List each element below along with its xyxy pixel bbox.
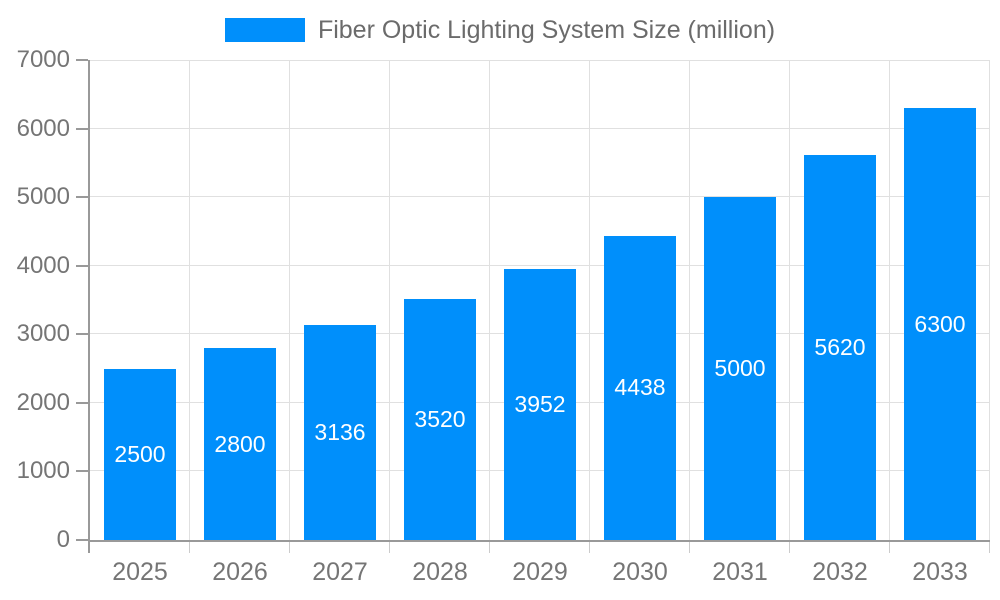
- x-axis-tickmark: [389, 542, 390, 553]
- gridline-vertical: [489, 60, 490, 540]
- gridline-horizontal: [90, 196, 990, 198]
- y-axis-tick-label: 2000: [16, 388, 70, 416]
- bar[interactable]: 3952: [504, 269, 576, 540]
- gridline-horizontal: [90, 264, 990, 266]
- x-axis-tickmark: [88, 542, 90, 553]
- x-axis-category-label: 2032: [812, 558, 868, 586]
- y-axis-tickmark: [76, 470, 88, 473]
- bar-value-label: 2500: [114, 440, 166, 467]
- legend[interactable]: Fiber Optic Lighting System Size (millio…: [0, 0, 1000, 60]
- x-axis-category-label: 2031: [712, 558, 768, 586]
- x-axis-tickmark: [589, 542, 590, 553]
- bar[interactable]: 2500: [104, 368, 176, 540]
- y-axis-tickmark: [76, 196, 88, 199]
- y-axis-labels: 0 1000 2000 3000 4000 5000 6000 7000: [0, 46, 70, 553]
- y-axis-tick-label: 5000: [16, 183, 70, 211]
- gridline-vertical: [189, 60, 190, 540]
- bar-value-label: 4438: [614, 374, 666, 401]
- y-axis-tickmark: [76, 264, 88, 267]
- bar[interactable]: 3136: [304, 324, 376, 540]
- bar[interactable]: 2800: [204, 348, 276, 540]
- gridline-vertical: [689, 60, 690, 540]
- bar[interactable]: 3520: [404, 298, 476, 540]
- gridline-vertical: [589, 60, 590, 540]
- y-axis-tick-label: 6000: [16, 114, 70, 142]
- x-axis-tickmark: [689, 542, 690, 553]
- bar-value-label: 3520: [414, 405, 466, 432]
- x-axis-category-label: 2026: [212, 558, 268, 586]
- gridline-vertical: [989, 60, 990, 540]
- x-axis-category-label: 2028: [412, 558, 468, 586]
- bar-value-label: 3952: [514, 391, 566, 417]
- bar-value-label: 5000: [714, 355, 766, 382]
- x-axis-category-label: 2033: [912, 558, 968, 586]
- x-axis-category-label: 2027: [312, 558, 368, 586]
- y-axis-tickmark: [76, 333, 88, 336]
- x-axis-tickmark: [789, 542, 790, 553]
- x-axis-tickmark: [289, 542, 290, 553]
- bar-value-label: 5620: [814, 333, 866, 360]
- x-axis-tickmark: [889, 542, 890, 553]
- x-axis-category-label: 2030: [612, 558, 668, 586]
- y-axis-tick-label: 1000: [16, 457, 70, 485]
- y-axis-tickmark: [76, 59, 88, 61]
- y-axis-tick-label: 7000: [16, 46, 70, 73]
- bar[interactable]: 5000: [704, 197, 776, 540]
- gridline-horizontal: [90, 127, 990, 129]
- y-axis-tickmark: [76, 127, 88, 130]
- gridline-vertical: [889, 60, 890, 540]
- y-axis-tick-label: 3000: [16, 320, 70, 348]
- bar[interactable]: 4438: [604, 235, 676, 540]
- y-axis-tickmark: [76, 539, 88, 541]
- y-axis-tick-label: 4000: [16, 251, 70, 279]
- x-axis-tickmark: [989, 542, 990, 553]
- gridline-vertical: [789, 60, 790, 540]
- x-axis-category-label: 2029: [512, 558, 568, 586]
- bar-value-label: 3136: [314, 418, 366, 445]
- gridline-vertical: [289, 60, 290, 540]
- gridline-vertical: [389, 60, 390, 540]
- gridline-horizontal: [90, 60, 990, 61]
- x-axis-tickmark: [489, 542, 490, 553]
- y-axis-tickmark: [76, 401, 88, 404]
- plot-area: 2500 2800 3136 3520 3952 4438 5000 5620 6300: [76, 59, 990, 553]
- y-axis-tick-label: 0: [56, 526, 70, 553]
- legend-label: Fiber Optic Lighting System Size (millio…: [317, 15, 776, 44]
- bar-value-label: 2800: [214, 430, 266, 457]
- bar-value-label: 6300: [914, 310, 966, 337]
- bar[interactable]: 6300: [904, 108, 976, 540]
- x-axis-category-label: 2025: [112, 558, 168, 586]
- bar[interactable]: 5620: [804, 154, 876, 540]
- x-axis-tickmark: [189, 542, 190, 553]
- x-axis-labels: 2025 2026 2027 2028 2029 2030 2031 2032 2033: [90, 542, 990, 598]
- legend-swatch: [224, 18, 305, 42]
